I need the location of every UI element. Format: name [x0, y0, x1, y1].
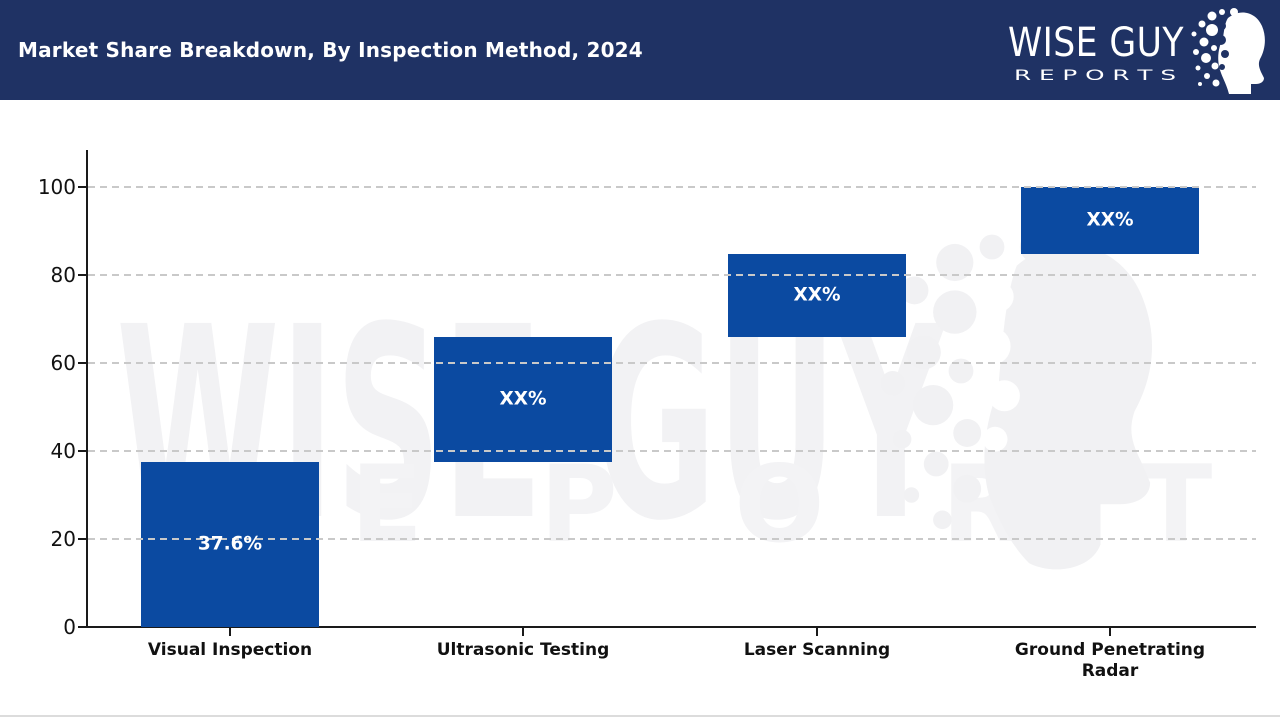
y-tick-label: 40 — [50, 439, 76, 463]
y-tick-mark — [78, 274, 86, 276]
y-tick-label: 0 — [63, 615, 76, 639]
y-tick-mark — [78, 362, 86, 364]
y-tick-label: 80 — [50, 263, 76, 287]
bar-segment — [1021, 187, 1199, 254]
bar-segment — [434, 336, 612, 462]
x-category-label: Laser Scanning — [743, 640, 891, 660]
x-tick-mark — [522, 628, 524, 636]
x-category-label: Ultrasonic Testing — [436, 640, 610, 660]
y-tick-mark — [78, 186, 86, 188]
gridline-y-20 — [88, 538, 1256, 540]
wise-guy-logo-graphic: WISE GUY R E P O R T S — [1008, 8, 1265, 95]
logo-subtext: R E P O R T S — [1014, 68, 1176, 84]
y-tick-mark — [78, 626, 86, 628]
y-axis-line — [86, 150, 88, 628]
x-category-label: Ground Penetrating Radar — [1014, 640, 1206, 682]
x-axis-line — [86, 626, 1256, 628]
dotted-head-icon — [1191, 8, 1265, 95]
bar-segment — [141, 461, 319, 627]
bar-value-label: XX% — [499, 388, 547, 410]
brand-logo: WISE GUY R E P O R T S — [1006, 4, 1266, 96]
gridline-y-40 — [88, 450, 1256, 452]
header-bar: Market Share Breakdown, By Inspection Me… — [0, 0, 1280, 100]
x-category-label: Visual Inspection — [147, 640, 313, 660]
y-tick-mark — [78, 538, 86, 540]
x-tick-mark — [1109, 628, 1111, 636]
bottom-divider — [0, 715, 1280, 717]
bar-segment — [728, 253, 906, 337]
x-tick-mark — [229, 628, 231, 636]
bar-value-label: XX% — [1086, 209, 1134, 231]
y-tick-label: 20 — [50, 527, 76, 551]
bar-value-label: 37.6% — [197, 533, 263, 555]
y-tick-label: 60 — [50, 351, 76, 375]
y-tick-label: 100 — [37, 175, 76, 199]
logo-wordmark: WISE GUY — [1008, 20, 1184, 66]
gridline-y-100 — [88, 186, 1256, 188]
x-tick-mark — [816, 628, 818, 636]
bar-value-label: XX% — [793, 284, 841, 306]
y-tick-mark — [78, 450, 86, 452]
page-title: Market Share Breakdown, By Inspection Me… — [18, 38, 643, 62]
gridline-y-60 — [88, 362, 1256, 364]
gridline-y-80 — [88, 274, 1256, 276]
